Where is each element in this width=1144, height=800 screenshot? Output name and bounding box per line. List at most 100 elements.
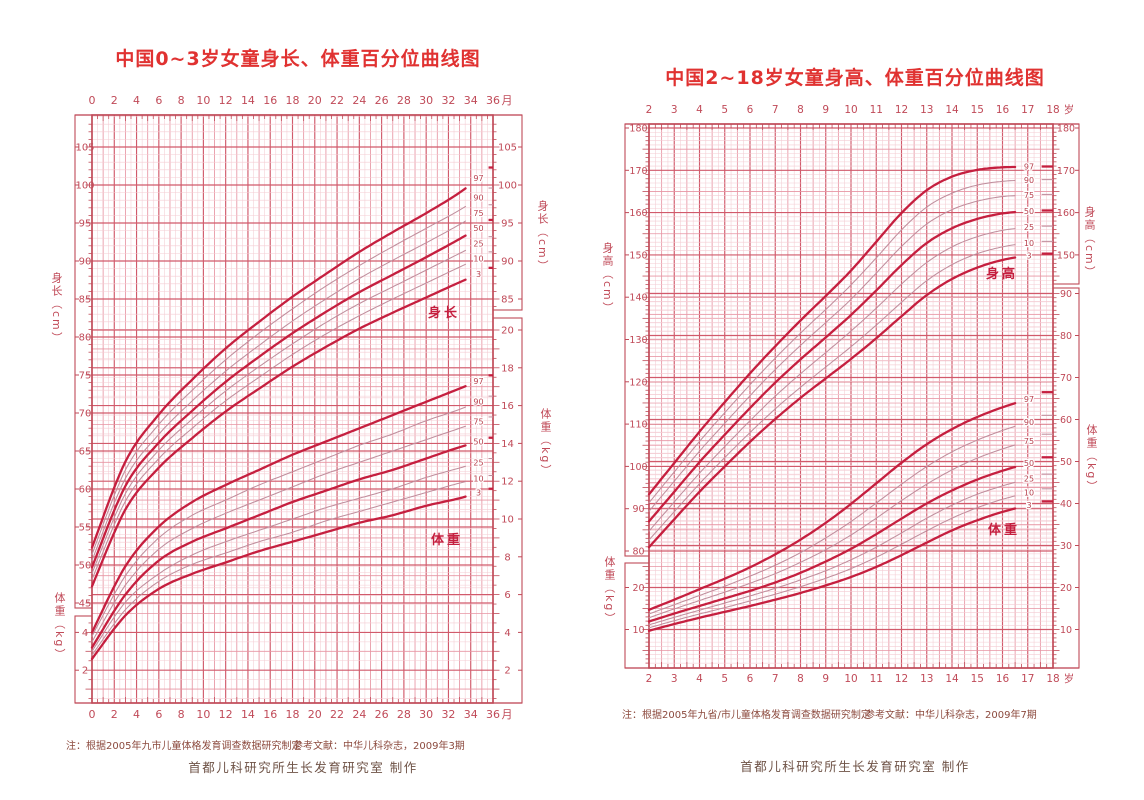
x-axis-tick-label: 17 bbox=[1021, 673, 1034, 685]
x-axis-tick-label: 8 bbox=[797, 104, 804, 116]
y-axis-tick-label: 90 bbox=[632, 504, 644, 515]
percentile-label: 97 bbox=[1024, 163, 1034, 172]
x-axis-tick-label: 5 bbox=[721, 104, 728, 116]
percentile-label: 90 bbox=[1024, 418, 1034, 427]
x-axis-tick-label: 3 bbox=[671, 104, 678, 116]
y-axis-tick-label: 18 bbox=[501, 363, 514, 374]
x-axis-tick-label: 16 bbox=[996, 104, 1010, 116]
y-axis-tick-label: 20 bbox=[632, 583, 644, 594]
x-axis-tick-label: 20 bbox=[308, 94, 322, 107]
x-axis-tick-label: 14 bbox=[241, 708, 255, 721]
y-axis-tick-label: 160 bbox=[1057, 208, 1075, 219]
x-axis-tick-label: 12 bbox=[895, 673, 908, 685]
x-axis-tick-label: 36 bbox=[486, 94, 500, 107]
x-axis-tick-label: 30 bbox=[419, 708, 433, 721]
x-axis-tick-label: 10 bbox=[196, 708, 210, 721]
credit-line: 首都儿科研究所生长发育研究室 制作 bbox=[188, 760, 418, 775]
percentile-label: 50 bbox=[473, 224, 483, 233]
vertical-gridlines bbox=[91, 115, 494, 703]
y-axis-tick-label: 60 bbox=[1060, 415, 1072, 426]
x-axis-tick-label: 14 bbox=[241, 94, 255, 107]
growth-curve-p90 bbox=[648, 179, 1016, 504]
x-axis-tick-label: 22 bbox=[330, 94, 344, 107]
growth-curve-p97 bbox=[647, 165, 1017, 496]
x-axis-tick-label: 32 bbox=[441, 94, 455, 107]
percentile-label: 90 bbox=[473, 398, 483, 407]
x-axis-tick-label: 13 bbox=[920, 104, 933, 116]
x-axis-tick-label: 30 bbox=[419, 94, 433, 107]
x-axis-tick-label: 22 bbox=[330, 708, 344, 721]
x-axis-tick-label: 16 bbox=[263, 708, 277, 721]
x-axis-tick-label: 7 bbox=[772, 673, 779, 685]
y-axis-tick-label: 180 bbox=[629, 124, 647, 135]
x-axis-tick-label: 9 bbox=[822, 673, 829, 685]
y-axis-tick-label: 50 bbox=[1060, 457, 1072, 468]
y-axis-label-weight-right: 体重（kg） bbox=[1085, 424, 1098, 494]
growth-curve-p90 bbox=[648, 425, 1016, 615]
growth-curve-p10 bbox=[648, 495, 1016, 629]
growth-curve-p90 bbox=[91, 406, 467, 637]
percentile-label: 75 bbox=[473, 209, 483, 218]
x-axis-tick-label: 13 bbox=[920, 673, 933, 685]
y-axis-tick-label: 40 bbox=[1060, 499, 1072, 510]
y-axis-tick-label: 60 bbox=[79, 485, 92, 496]
x-axis-tick-label: 12 bbox=[219, 94, 233, 107]
x-axis-tick-label: 34 bbox=[464, 94, 478, 107]
y-axis-tick-label: 30 bbox=[1060, 541, 1072, 552]
y-axis-label-weight-left: 体重（kg） bbox=[53, 592, 66, 662]
percentile-label: 75 bbox=[1024, 437, 1034, 446]
y-axis-tick-label: 85 bbox=[79, 295, 92, 306]
percentile-label: 25 bbox=[1024, 475, 1034, 484]
series-label-height: 身高 bbox=[985, 267, 1018, 282]
x-axis-tick-label: 14 bbox=[945, 673, 959, 685]
y-axis-tick-label: 150 bbox=[1057, 250, 1075, 261]
y-axis-tick-label: 80 bbox=[1060, 331, 1072, 342]
x-axis-tick-label: 12 bbox=[219, 708, 233, 721]
y-axis-tick-label: 65 bbox=[79, 447, 92, 458]
percentile-label: 50 bbox=[1024, 459, 1034, 468]
y-axis-tick-label: 8 bbox=[504, 552, 510, 563]
footnote-source: 注：根据2005年九市儿童体格发育调查数据研究制定 bbox=[66, 741, 302, 752]
x-axis-unit-label: 岁 bbox=[1064, 103, 1075, 116]
y-axis-tick-label: 95 bbox=[79, 219, 92, 230]
axis-strip-box bbox=[624, 562, 650, 669]
growth-chart-girls-2-18: 180 170 160 150 140 130 120 110 100 90 80 20 10 180 17… bbox=[624, 103, 1080, 685]
y-axis-tick-label: 120 bbox=[629, 377, 647, 388]
growth-curve-p25 bbox=[648, 228, 1016, 532]
y-axis-tick-label: 80 bbox=[632, 547, 644, 558]
series-label-weight: 体重 bbox=[987, 523, 1020, 538]
y-axis-tick-label: 110 bbox=[629, 420, 647, 431]
y-axis-tick-label: 100 bbox=[75, 181, 94, 192]
footnote-reference: 参考文献：中华儿科杂志，2009年7期 bbox=[865, 710, 1037, 721]
y-axis-label-length-right: 身长（cm） bbox=[536, 200, 549, 273]
percentile-label: 25 bbox=[473, 458, 483, 467]
x-axis-tick-label: 6 bbox=[747, 673, 754, 685]
x-axis-unit-label: 月 bbox=[502, 708, 513, 721]
x-axis-tick-label: 9 bbox=[822, 104, 829, 116]
x-axis-tick-label: 11 bbox=[870, 673, 883, 685]
y-axis-tick-label: 20 bbox=[1060, 583, 1072, 594]
x-axis-tick-label: 6 bbox=[155, 94, 162, 107]
x-axis-unit-label: 岁 bbox=[1064, 672, 1075, 685]
horizontal-gridlines-w bbox=[649, 292, 1053, 664]
credit-line: 首都儿科研究所生长发育研究室 制作 bbox=[740, 759, 970, 774]
x-axis-tick-label: 34 bbox=[464, 708, 478, 721]
y-axis-label-height-left: 身高（cm） bbox=[601, 242, 614, 315]
y-axis-tick-label: 10 bbox=[632, 625, 644, 636]
growth-curve-p3 bbox=[90, 495, 467, 661]
growth-curve-p75 bbox=[91, 425, 467, 643]
growth-curve-p10 bbox=[648, 244, 1016, 541]
y-axis-tick-label: 90 bbox=[79, 257, 92, 268]
growth-curve-p3 bbox=[647, 507, 1017, 632]
growth-chart-girls-0-3: 1051009590858075706560555045421051009590… bbox=[74, 94, 523, 721]
x-axis-tick-label: 4 bbox=[696, 104, 703, 116]
y-axis-tick-label: 12 bbox=[501, 477, 514, 488]
y-axis-label-weight-right: 体重（kg） bbox=[539, 408, 552, 478]
percentile-label: 50 bbox=[473, 438, 483, 447]
y-axis-tick-label: 90 bbox=[1060, 289, 1072, 300]
x-axis-tick-label: 18 bbox=[286, 708, 300, 721]
y-axis-tick-label: 160 bbox=[629, 208, 647, 219]
growth-curve-p10 bbox=[91, 263, 467, 580]
